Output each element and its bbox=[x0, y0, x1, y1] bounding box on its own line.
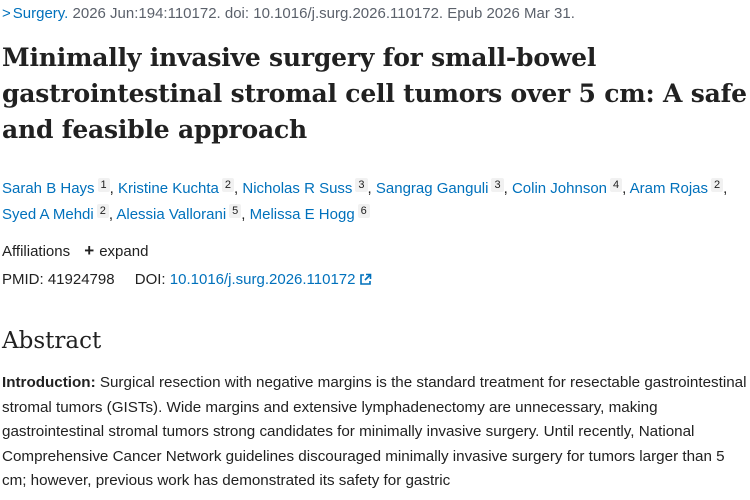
citation-line: > Surgery. 2026 Jun:194:110172. doi: 10.1… bbox=[2, 4, 575, 24]
pmid-value: 41924798 bbox=[47, 271, 115, 288]
introduction-label: Introduction: bbox=[2, 374, 96, 391]
author-affiliation-badge[interactable]: 6 bbox=[357, 204, 370, 218]
author-item: Syed A Mehdi 2, bbox=[2, 204, 114, 223]
affiliations-expand-button[interactable]: + expand bbox=[84, 241, 148, 262]
abstract-introduction: Introduction: Surgical resection with ne… bbox=[2, 371, 750, 494]
author-affiliation-badge[interactable]: 3 bbox=[355, 178, 368, 192]
expand-label: expand bbox=[99, 243, 149, 260]
chevron-right-icon[interactable]: > bbox=[2, 5, 11, 22]
author-separator: , bbox=[241, 206, 246, 223]
journal-link[interactable]: Surgery. bbox=[12, 5, 69, 22]
author-name-link[interactable]: Sarah B Hays bbox=[2, 180, 95, 197]
doi-value: 10.1016/j.surg.2026.110172 bbox=[169, 271, 356, 288]
introduction-text: Surgical resection with negative margins… bbox=[2, 374, 747, 489]
author-affiliation-badge[interactable]: 5 bbox=[229, 204, 242, 218]
author-name-link[interactable]: Colin Johnson bbox=[511, 180, 608, 197]
author-affiliation-badge[interactable]: 2 bbox=[711, 178, 724, 192]
author-separator: , bbox=[108, 206, 114, 223]
abstract-heading: Abstract bbox=[2, 328, 102, 354]
author-name-link[interactable]: Kristine Kuchta bbox=[118, 180, 219, 197]
author-separator: , bbox=[622, 180, 627, 197]
author-name-link[interactable]: Aram Rojas bbox=[629, 180, 709, 197]
author-item: Colin Johnson 4, bbox=[511, 178, 627, 197]
author-name-link[interactable]: Alessia Vallorani bbox=[116, 206, 227, 223]
author-item: Sarah B Hays 1, bbox=[2, 178, 114, 197]
author-affiliation-badge[interactable]: 2 bbox=[221, 178, 235, 192]
author-affiliation-badge[interactable]: 2 bbox=[96, 204, 109, 218]
plus-icon: + bbox=[84, 241, 95, 260]
citation-details: 2026 Jun:194:110172. doi: 10.1016/j.surg… bbox=[68, 5, 575, 22]
author-item: Kristine Kuchta 2, bbox=[118, 178, 239, 197]
affiliations-label: Affiliations bbox=[2, 243, 71, 260]
author-item: Sangrag Ganguli 3, bbox=[375, 178, 508, 197]
affiliations-row: Affiliations + expand bbox=[2, 241, 148, 262]
author-item: Nicholas R Suss 3, bbox=[242, 178, 372, 197]
pmid-label: PMID: bbox=[2, 271, 44, 288]
author-separator: , bbox=[367, 180, 372, 197]
doi-link[interactable]: 10.1016/j.surg.2026.110172 bbox=[170, 271, 372, 288]
author-affiliation-badge[interactable]: 1 bbox=[97, 178, 110, 192]
author-separator: , bbox=[109, 180, 114, 197]
doi-label: DOI: bbox=[134, 271, 166, 288]
author-affiliation-badge[interactable]: 4 bbox=[610, 178, 623, 192]
identifiers-row: PMID: 41924798 DOI: 10.1016/j.surg.2026.… bbox=[2, 270, 372, 290]
article-title: Minimally invasive surgery for small-bow… bbox=[2, 43, 747, 144]
author-item: Melissa E Hogg 6 bbox=[249, 204, 370, 223]
author-separator: , bbox=[723, 180, 728, 197]
author-name-link[interactable]: Nicholas R Suss bbox=[242, 180, 353, 197]
author-name-link[interactable]: Sangrag Ganguli bbox=[375, 180, 489, 197]
author-name-link[interactable]: Syed A Mehdi bbox=[2, 206, 94, 223]
author-list: Sarah B Hays 1, Kristine Kuchta 2, Nichola… bbox=[2, 176, 742, 228]
author-name-link[interactable]: Melissa E Hogg bbox=[249, 206, 355, 223]
author-separator: , bbox=[503, 180, 508, 197]
author-item: Alessia Vallorani 5, bbox=[116, 204, 246, 223]
author-separator: , bbox=[234, 180, 239, 197]
external-link-icon bbox=[359, 273, 371, 285]
author-affiliation-badge[interactable]: 3 bbox=[491, 178, 504, 192]
author-item: Aram Rojas 2, bbox=[629, 178, 728, 197]
